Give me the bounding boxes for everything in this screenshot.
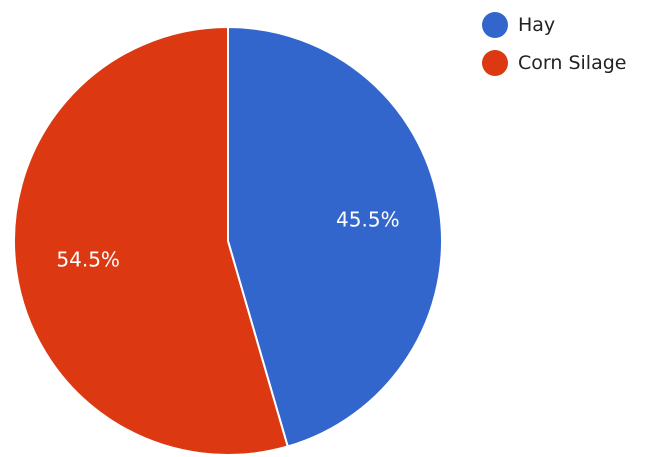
legend: Hay Corn Silage bbox=[482, 6, 626, 82]
legend-marker-hay bbox=[482, 12, 508, 38]
legend-label-corn-silage: Corn Silage bbox=[518, 52, 627, 74]
legend-item-hay[interactable]: Hay bbox=[482, 6, 626, 44]
legend-marker-corn-silage bbox=[482, 50, 508, 76]
slice-label-corn-silage: 54.5% bbox=[56, 247, 120, 271]
legend-label-hay: Hay bbox=[518, 14, 556, 36]
pie-slice-hay[interactable] bbox=[227, 25, 443, 448]
pie-slice-corn-silage[interactable] bbox=[13, 25, 289, 456]
slice-label-hay: 45.5% bbox=[336, 208, 400, 232]
legend-item-corn-silage[interactable]: Corn Silage bbox=[482, 44, 626, 82]
